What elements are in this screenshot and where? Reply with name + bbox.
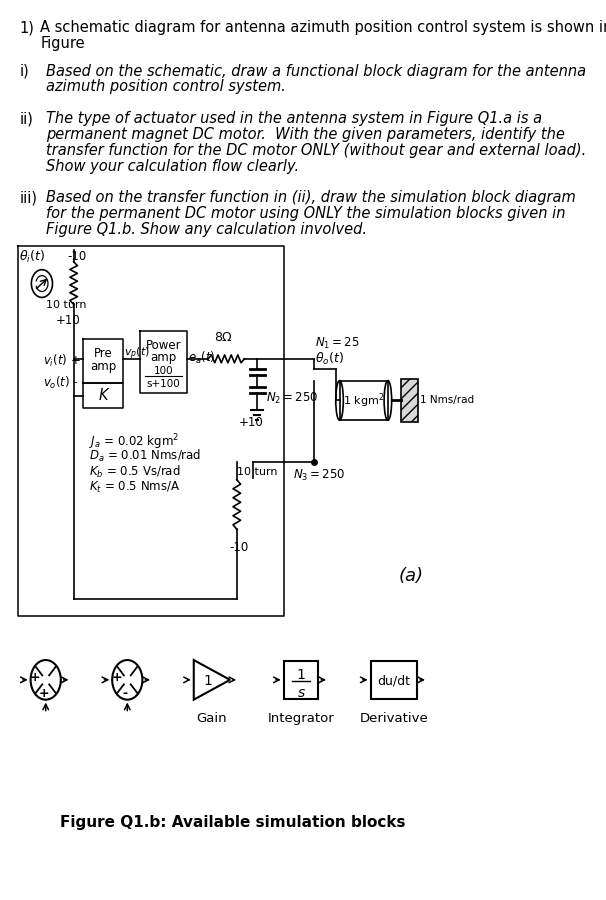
Text: -10: -10 — [68, 250, 87, 263]
Text: $v_i(t)$ +: $v_i(t)$ + — [44, 353, 81, 369]
Text: +10: +10 — [56, 314, 80, 328]
Text: A schematic diagram for antenna azimuth position control system is shown in: A schematic diagram for antenna azimuth … — [41, 20, 606, 35]
Text: Integrator: Integrator — [268, 712, 335, 724]
Text: $v_o(t)$ -: $v_o(t)$ - — [44, 374, 79, 391]
Text: -: - — [122, 688, 128, 700]
Text: Show your calculation flow clearly.: Show your calculation flow clearly. — [45, 158, 299, 174]
Text: +: + — [38, 688, 48, 700]
Text: Figure Q1.b: Available simulation blocks: Figure Q1.b: Available simulation blocks — [60, 814, 406, 830]
Text: 100: 100 — [154, 365, 173, 375]
Text: s+100: s+100 — [147, 379, 181, 389]
Text: amp: amp — [90, 360, 116, 373]
Text: $e_a(t)$: $e_a(t)$ — [188, 350, 216, 366]
Text: $\theta_i(t)$: $\theta_i(t)$ — [19, 249, 45, 265]
Text: Power: Power — [145, 339, 181, 353]
Text: Based on the transfer function in (ii), draw the simulation block diagram: Based on the transfer function in (ii), … — [45, 191, 576, 205]
Text: -10: -10 — [229, 541, 248, 554]
Text: (a): (a) — [399, 567, 424, 585]
Text: ii): ii) — [19, 112, 33, 126]
Text: $N_1 = 25$: $N_1 = 25$ — [315, 336, 360, 351]
Text: 1: 1 — [296, 668, 305, 682]
Text: 1 kgm$^2$: 1 kgm$^2$ — [343, 392, 384, 410]
Text: $J_a$ = 0.02 kgm$^2$: $J_a$ = 0.02 kgm$^2$ — [88, 432, 179, 452]
Text: 10 turn: 10 turn — [237, 467, 278, 477]
Text: +: + — [30, 671, 41, 684]
Text: iii): iii) — [19, 191, 38, 205]
Text: $N_3 = 250$: $N_3 = 250$ — [293, 468, 345, 483]
Text: 8$\Omega$: 8$\Omega$ — [214, 331, 233, 344]
Text: $\theta_o(t)$: $\theta_o(t)$ — [315, 351, 344, 367]
Text: +10: +10 — [239, 417, 264, 429]
Text: $N_2 = 250$: $N_2 = 250$ — [266, 391, 319, 406]
Text: +: + — [112, 671, 122, 684]
Bar — [284, 661, 318, 698]
Text: for the permanent DC motor using ONLY the simulation blocks given in: for the permanent DC motor using ONLY th… — [45, 206, 565, 221]
Text: Gain: Gain — [196, 712, 227, 724]
Text: $D_a$ = 0.01 Nms/rad: $D_a$ = 0.01 Nms/rad — [88, 448, 201, 464]
Text: du/dt: du/dt — [378, 674, 410, 688]
Text: $K_b$ = 0.5 Vs/rad: $K_b$ = 0.5 Vs/rad — [88, 464, 181, 480]
Text: $v_p(t)$: $v_p(t)$ — [124, 346, 150, 363]
Text: azimuth position control system.: azimuth position control system. — [45, 79, 285, 94]
Text: 10 turn: 10 turn — [45, 301, 86, 310]
Text: Derivative: Derivative — [359, 712, 428, 724]
Text: The type of actuator used in the antenna system in Figure Q1.a is a: The type of actuator used in the antenna… — [45, 112, 542, 126]
Text: Based on the schematic, draw a functional block diagram for the antenna: Based on the schematic, draw a functiona… — [45, 64, 586, 78]
Text: K: K — [98, 388, 108, 403]
Text: $K_t$ = 0.5 Nms/A: $K_t$ = 0.5 Nms/A — [88, 480, 180, 495]
Text: 1: 1 — [204, 674, 213, 688]
Text: Pre: Pre — [94, 347, 113, 360]
Text: 1 Nms/rad: 1 Nms/rad — [419, 395, 474, 406]
Bar — [339, 381, 388, 420]
Text: permanent magnet DC motor.  With the given parameters, identify the: permanent magnet DC motor. With the give… — [45, 127, 565, 142]
Text: 1): 1) — [19, 20, 34, 35]
Text: i): i) — [19, 64, 29, 78]
Text: transfer function for the DC motor ONLY (without gear and external load).: transfer function for the DC motor ONLY … — [45, 143, 586, 157]
Text: s: s — [298, 686, 305, 699]
Bar — [370, 661, 418, 698]
Text: amp: amp — [150, 351, 177, 364]
Bar — [402, 379, 418, 422]
Text: Figure: Figure — [41, 36, 85, 51]
Text: Figure Q1.b. Show any calculation involved.: Figure Q1.b. Show any calculation involv… — [45, 222, 367, 237]
